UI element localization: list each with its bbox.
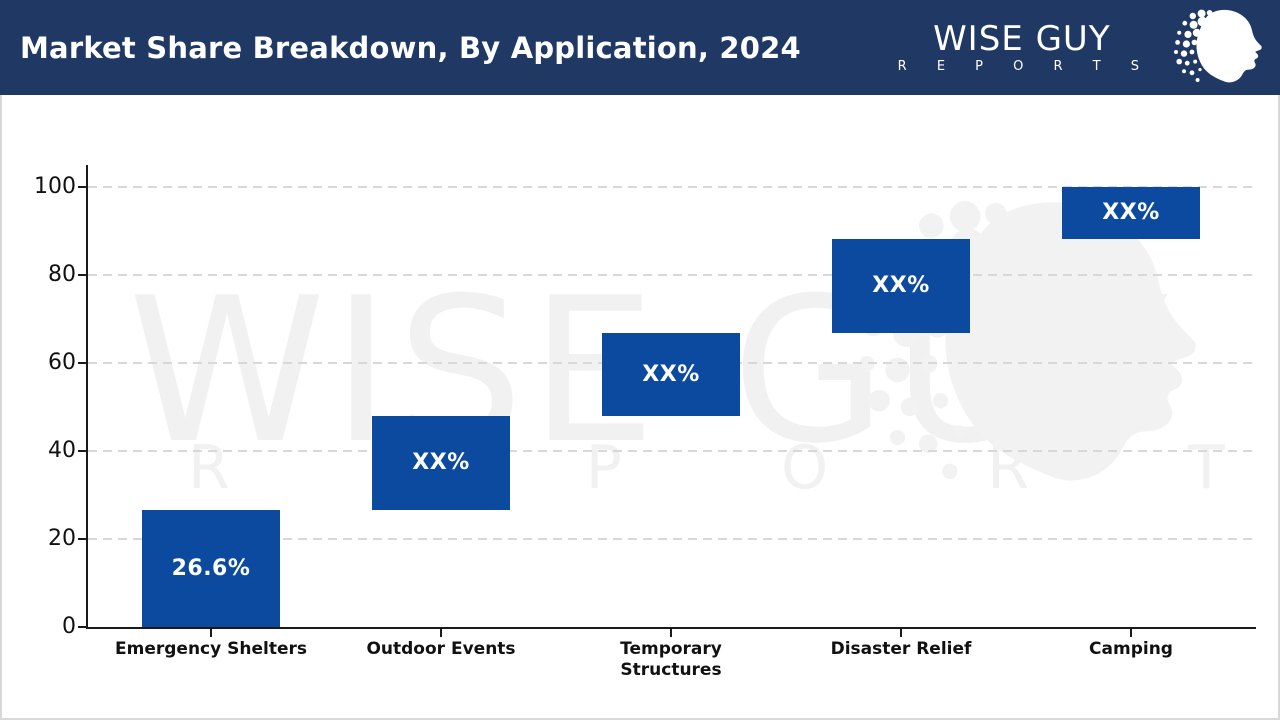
bar-value-label: 26.6% bbox=[171, 555, 251, 581]
y-tick-mark bbox=[78, 626, 86, 628]
y-tick-label: 60 bbox=[48, 349, 76, 375]
y-tick-mark bbox=[78, 449, 86, 452]
y-tick-label: 80 bbox=[48, 261, 76, 287]
y-tick-mark bbox=[78, 185, 86, 188]
bar-value-label: XX% bbox=[642, 361, 700, 387]
y-tick-label: 40 bbox=[48, 437, 76, 463]
y-axis-line bbox=[86, 165, 88, 629]
bar-camping: XX% bbox=[1062, 186, 1200, 239]
x-category-label: Camping bbox=[1089, 639, 1173, 659]
y-tick-mark bbox=[78, 537, 86, 540]
bar-value-label: XX% bbox=[872, 273, 930, 299]
y-tick-label: 0 bbox=[62, 614, 76, 639]
x-tick-mark bbox=[210, 629, 212, 637]
frame-border-left bbox=[0, 95, 2, 720]
y-tick-mark bbox=[78, 273, 86, 276]
bar-value-label: XX% bbox=[412, 450, 470, 476]
x-category-label: Emergency Shelters bbox=[115, 639, 307, 659]
gridline-y40 bbox=[88, 449, 1256, 452]
header-band: Market Share Breakdown, By Application, … bbox=[0, 0, 1280, 95]
frame-border-right bbox=[1278, 95, 1280, 720]
x-category-label: Outdoor Events bbox=[366, 639, 516, 659]
chart-title: Market Share Breakdown, By Application, … bbox=[20, 30, 801, 65]
frame-border-bottom bbox=[0, 718, 1280, 720]
bar-outdoor-events: XX% bbox=[372, 415, 510, 510]
gridline-y100 bbox=[88, 185, 1256, 188]
x-category-label: Temporary Structures bbox=[620, 639, 722, 680]
y-tick-mark bbox=[78, 361, 86, 364]
gridline-y20 bbox=[88, 537, 1256, 540]
logo-face-icon bbox=[1156, 8, 1268, 88]
x-tick-mark bbox=[440, 629, 442, 637]
bar-emergency-shelters: 26.6% bbox=[142, 509, 280, 627]
gridline-y80 bbox=[88, 273, 1256, 276]
x-tick-mark bbox=[900, 629, 902, 637]
bar-value-label: XX% bbox=[1102, 200, 1160, 226]
bar-disaster-relief: XX% bbox=[832, 238, 970, 334]
y-tick-label: 100 bbox=[34, 173, 76, 199]
x-tick-mark bbox=[670, 629, 672, 637]
x-category-label: Disaster Relief bbox=[830, 639, 972, 659]
x-axis-line bbox=[86, 627, 1256, 629]
bar-temporary-structures: XX% bbox=[602, 333, 740, 416]
y-tick-label: 20 bbox=[48, 525, 76, 551]
wise-guy-reports-logo: WISE GUY R E P O R T S bbox=[892, 8, 1280, 88]
logo-subtext: R E P O R T S bbox=[897, 58, 1152, 74]
logo-wordmark: WISE GUY bbox=[933, 18, 1111, 59]
x-tick-mark bbox=[1130, 629, 1132, 637]
